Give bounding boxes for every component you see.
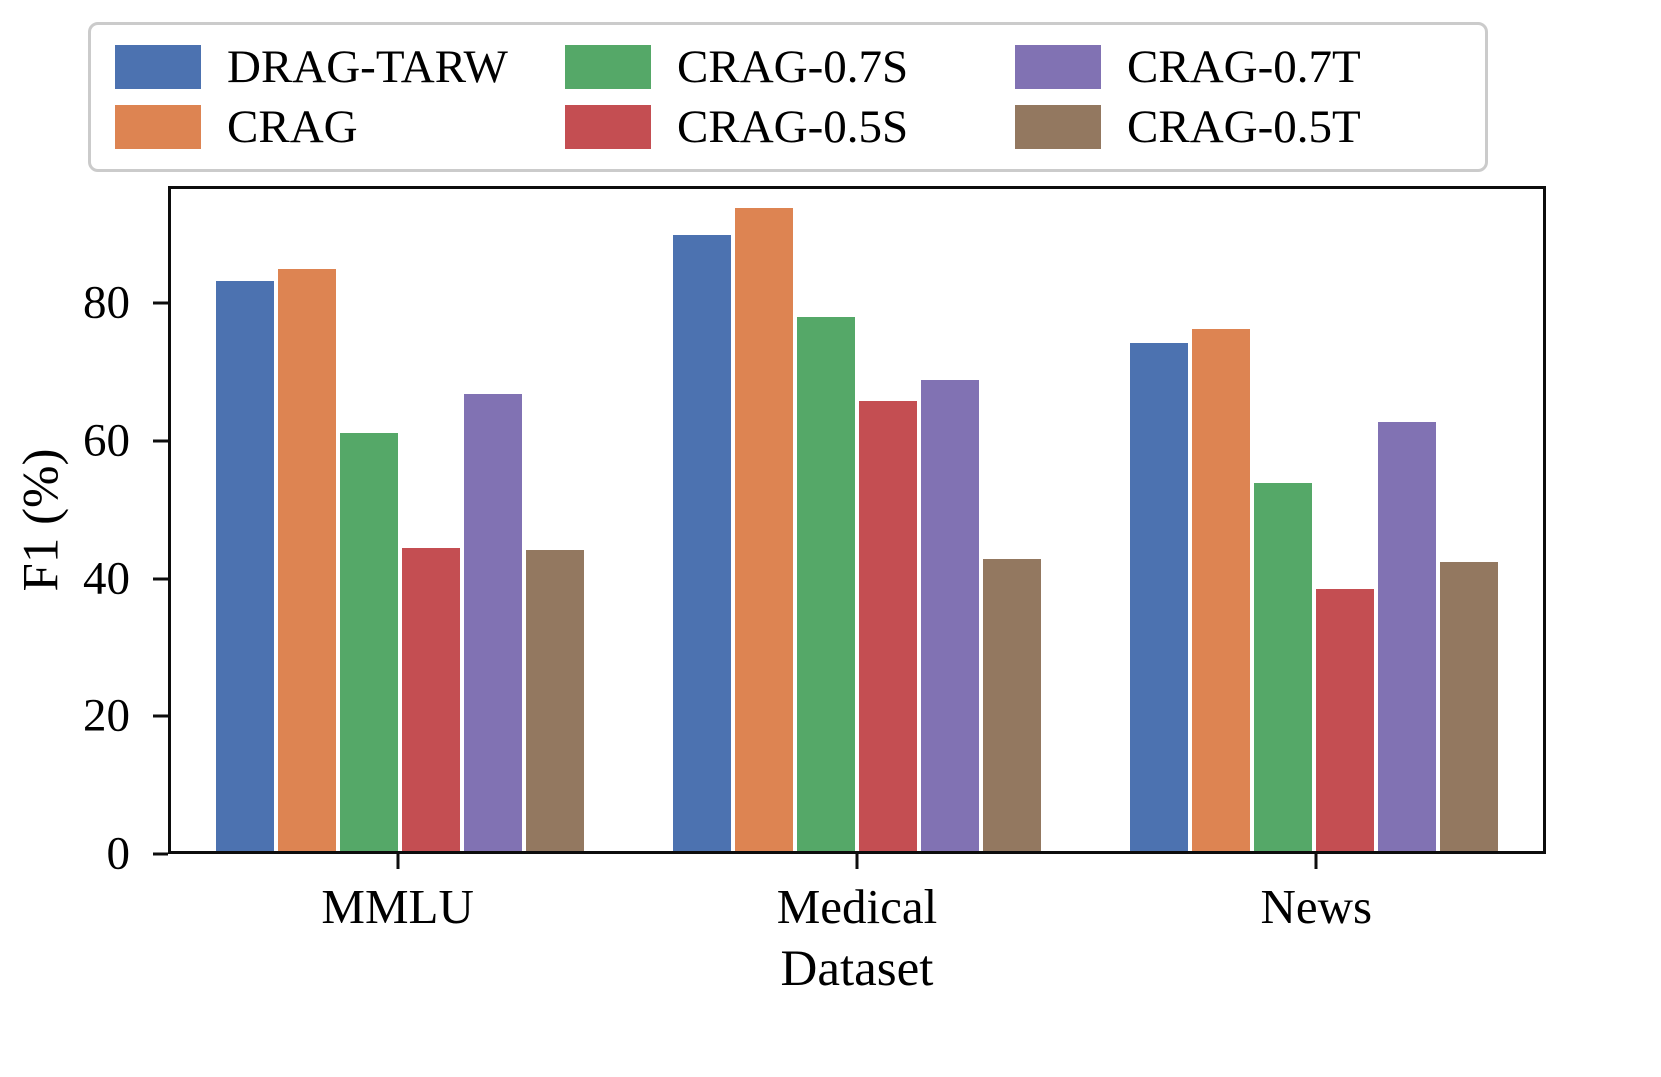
legend-swatch-crag-0-7s — [565, 45, 651, 89]
bar-group-medical — [628, 189, 1085, 851]
bar-crag-mmlu — [277, 268, 336, 851]
y-tick-label-80: 80 — [83, 276, 130, 329]
legend-label-drag-tarw: DRAG-TARW — [227, 40, 508, 93]
bar-crag-medical — [734, 208, 793, 851]
bar-crag-0-7t-mmlu — [463, 393, 522, 851]
bar-crag-0-7t-medical — [920, 380, 979, 851]
legend-item-crag-0-5s: CRAG-0.5S — [565, 100, 1015, 153]
x-axis-label: Dataset — [780, 941, 934, 997]
x-axis-ticks: MMLU Medical News — [168, 854, 1546, 994]
y-tick-label-40: 40 — [83, 552, 130, 605]
x-tick-label-news: News — [1260, 879, 1373, 934]
legend-swatch-crag-0-7t — [1015, 45, 1101, 89]
bar-crag-0-7s-mmlu — [339, 432, 398, 851]
bar-crag-0-5s-medical — [858, 401, 917, 851]
legend-label-crag-0-7t: CRAG-0.7T — [1127, 40, 1361, 93]
bar-crag-0-7t-news — [1378, 421, 1437, 851]
legend-label-crag-0-7s: CRAG-0.7S — [677, 40, 909, 93]
legend-label-crag-0-5s: CRAG-0.5S — [677, 100, 909, 153]
bar-crag-0-7s-news — [1254, 483, 1313, 851]
bar-crag-news — [1192, 328, 1251, 851]
legend-item-crag: CRAG — [115, 100, 565, 153]
x-tick-mark-news — [1314, 854, 1318, 869]
bar-drag-tarw-mmlu — [215, 281, 274, 851]
bar-crag-0-5t-news — [1440, 561, 1499, 851]
x-tick-mark-mmlu — [396, 854, 400, 869]
bar-drag-tarw-news — [1130, 342, 1189, 851]
chart-legend: DRAG-TARW CRAG CRAG-0.7S CRAG-0.5S CRAG-0.7T… — [88, 22, 1488, 172]
bar-group-news — [1086, 189, 1543, 851]
bar-crag-0-5s-mmlu — [401, 547, 460, 851]
y-tick-mark-40 — [153, 577, 168, 581]
legend-item-crag-0-7s: CRAG-0.7S — [565, 40, 1015, 93]
bar-group-mmlu — [171, 189, 628, 851]
y-tick-label-60: 60 — [83, 414, 130, 467]
bar-crag-0-5s-news — [1316, 588, 1375, 851]
bar-drag-tarw-medical — [672, 235, 731, 851]
x-tick-label-medical: Medical — [776, 879, 938, 934]
y-tick-label-0: 0 — [106, 827, 131, 880]
x-tick-label-mmlu: MMLU — [321, 879, 474, 934]
y-axis-ticks: 0 20 40 60 80 — [0, 186, 168, 877]
bar-crag-0-5t-mmlu — [525, 550, 584, 851]
legend-swatch-crag — [115, 105, 201, 149]
y-tick-mark-20 — [153, 714, 168, 718]
legend-item-crag-0-7t: CRAG-0.7T — [1015, 40, 1465, 93]
plot-area — [168, 186, 1546, 854]
y-tick-mark-0 — [153, 852, 168, 856]
bar-crag-0-7s-medical — [796, 317, 855, 851]
legend-item-crag-0-5t: CRAG-0.5T — [1015, 100, 1465, 153]
legend-label-crag-0-5t: CRAG-0.5T — [1127, 100, 1361, 153]
legend-item-drag-tarw: DRAG-TARW — [115, 40, 565, 93]
bar-crag-0-5t-medical — [982, 558, 1041, 851]
legend-swatch-crag-0-5t — [1015, 105, 1101, 149]
legend-swatch-crag-0-5s — [565, 105, 651, 149]
y-tick-label-20: 20 — [83, 689, 130, 742]
y-tick-mark-60 — [153, 439, 168, 443]
y-tick-mark-80 — [153, 301, 168, 305]
x-tick-mark-medical — [855, 854, 859, 869]
legend-swatch-drag-tarw — [115, 45, 201, 89]
legend-label-crag: CRAG — [227, 100, 358, 153]
